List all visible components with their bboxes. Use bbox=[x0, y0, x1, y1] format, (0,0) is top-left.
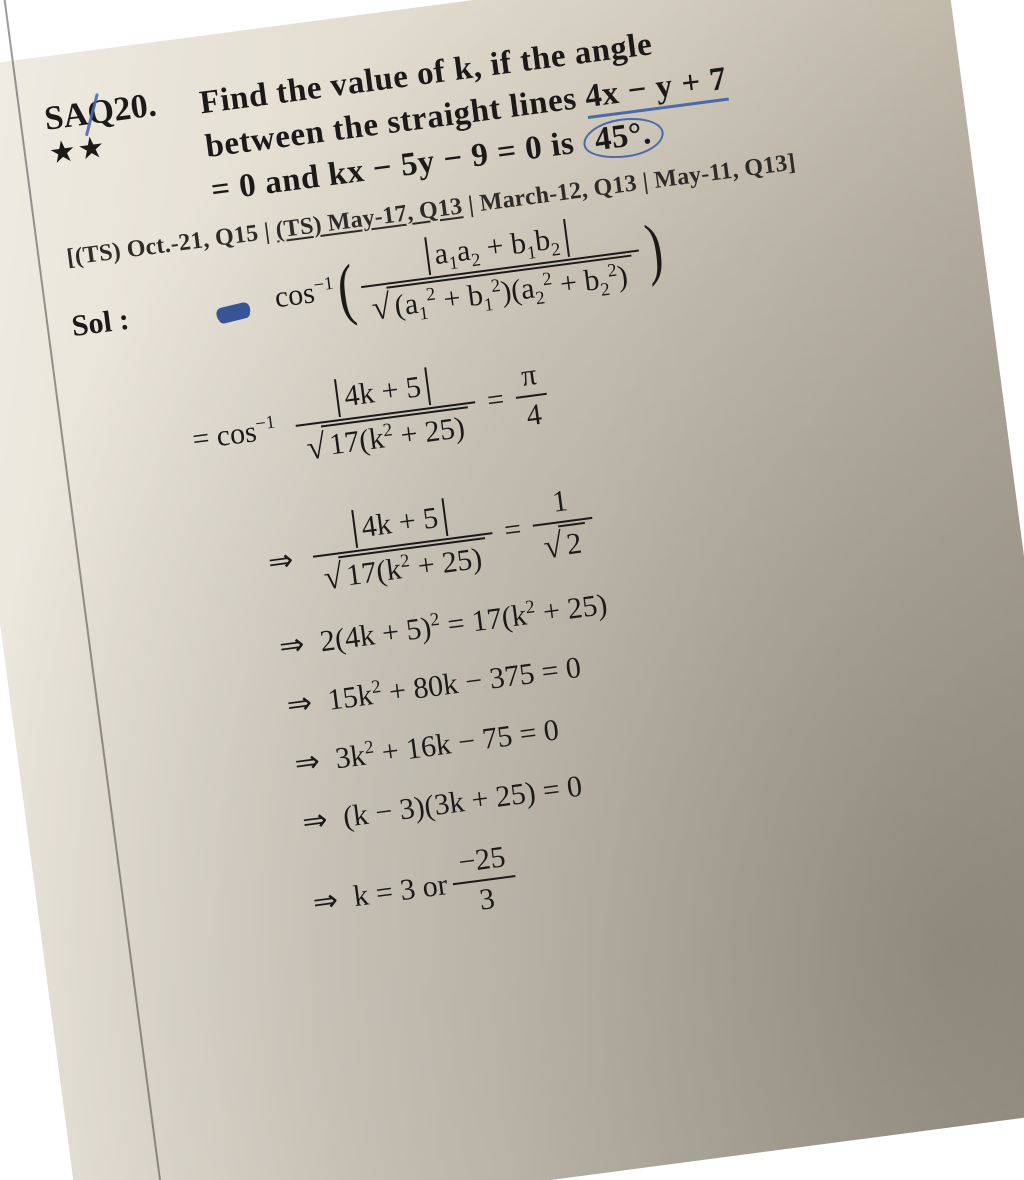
frac-2: 4k + 5 √17(k2 + 25) bbox=[290, 360, 481, 470]
q-eqn-underlined: 4x − y + 7 bbox=[583, 61, 730, 119]
frac-3: 4k + 5 √17(k2 + 25) bbox=[307, 490, 498, 600]
math-block: cos−1 ( a1a2 + b1b2 √(a12 + b12)(a22 + b… bbox=[163, 194, 749, 950]
step-2: = cos−1 4k + 5 √17(k2 + 25) = π 4 bbox=[181, 332, 688, 484]
equals: = bbox=[502, 513, 523, 549]
textbook-page: SAQ20. ★★ Find the value of k, if the an… bbox=[0, 0, 1024, 1180]
equals: = bbox=[485, 382, 506, 418]
sqrt-rhs: √2 bbox=[541, 522, 590, 565]
sqrt-2: √17(k2 + 25) bbox=[304, 406, 473, 465]
implies-icon: ⇒ bbox=[228, 742, 338, 791]
rhs-num: π bbox=[511, 355, 547, 397]
cos-inv: cos−1 bbox=[273, 274, 337, 316]
solution-block: Sol : cos−1 ( a1a2 + b1b2 √(a12 + b12)(a… bbox=[65, 161, 1003, 963]
implies-icon: ⇒ bbox=[220, 683, 330, 732]
frac-8: −25 3 bbox=[448, 837, 521, 923]
cos-sup: −1 bbox=[312, 273, 334, 296]
implies-icon: ⇒ bbox=[246, 880, 356, 929]
step-4-expr: 2(4k + 5)2 = 17(k2 + 25) bbox=[318, 587, 609, 658]
implies-icon: ⇒ bbox=[236, 800, 346, 849]
step-2-lead: = cos−1 bbox=[185, 410, 295, 458]
question-tag-wrap: SAQ20. ★★ bbox=[42, 85, 190, 172]
implies-icon: ⇒ bbox=[213, 625, 323, 674]
left-bracket-icon: ( bbox=[335, 271, 355, 307]
rhs-den: √2 bbox=[533, 519, 598, 570]
solution-label: Sol : bbox=[70, 298, 169, 344]
step-6-expr: 3k2 + 16k − 75 = 0 bbox=[333, 713, 561, 776]
step-5-expr: 15k2 + 80k − 375 = 0 bbox=[326, 650, 583, 717]
rhs-num: 1 bbox=[542, 481, 578, 523]
step-7-expr: (k − 3)(3k + 25) = 0 bbox=[341, 769, 584, 834]
frac-8-den: 3 bbox=[469, 879, 505, 921]
frac-3-rhs: 1 √2 bbox=[528, 479, 598, 570]
rhs-den: 4 bbox=[516, 395, 552, 437]
right-bracket-icon: ) bbox=[644, 231, 664, 267]
pen-scribble-icon bbox=[215, 301, 251, 323]
step-8a: k = 3 or bbox=[352, 868, 450, 914]
implies-icon: ⇒ bbox=[202, 540, 312, 589]
frac-2-rhs: π 4 bbox=[511, 355, 552, 436]
circled-angle: 45°. bbox=[580, 113, 665, 162]
sqrt-3: √17(k2 + 25) bbox=[321, 537, 490, 596]
cos-text: cos bbox=[273, 277, 317, 315]
